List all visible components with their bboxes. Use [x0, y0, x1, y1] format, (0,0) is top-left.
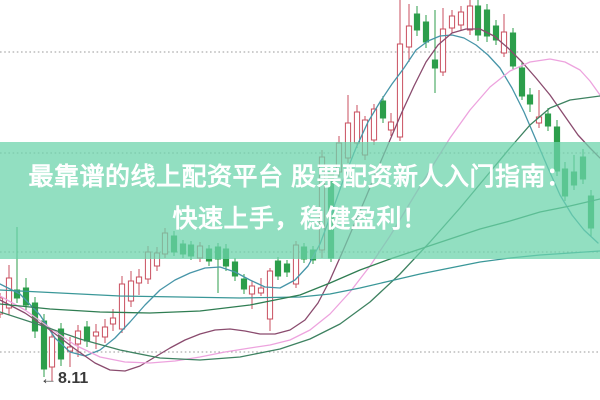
low-price-annotation: ← 8.11	[40, 369, 88, 389]
candle-down	[474, 0, 482, 41]
banner-subheadline: 快速上手，稳健盈利！	[172, 205, 428, 233]
candle-down	[431, 10, 439, 93]
promo-banner	[0, 142, 600, 259]
candle-up	[387, 113, 395, 136]
banner-headline: 最靠谱的线上配资平台 股票配资新人入门指南：	[28, 163, 572, 191]
candle-down	[231, 258, 239, 281]
candle-up	[127, 271, 135, 307]
ma-line-ma-pink	[0, 58, 600, 364]
candle-down	[518, 62, 526, 100]
candle-down	[283, 260, 291, 277]
candle-down	[83, 321, 91, 347]
candle-down	[22, 278, 30, 310]
candle-up	[439, 8, 447, 76]
candle-down	[483, 4, 491, 42]
left-arrow-icon: ←	[40, 369, 57, 388]
candle-up	[257, 278, 265, 296]
candle-up	[457, 6, 465, 30]
candle-up	[101, 319, 109, 343]
candle-up	[448, 10, 456, 33]
candle-up	[92, 324, 100, 349]
candle-up	[535, 90, 543, 128]
candle-down	[492, 20, 500, 45]
candle-up	[266, 268, 274, 331]
ma-line-ma-green-60	[0, 95, 600, 361]
candle-down	[274, 257, 282, 280]
candle-down	[526, 88, 534, 112]
candle-up	[500, 14, 508, 57]
candle-down	[379, 96, 387, 123]
candle-down	[544, 108, 552, 131]
candle-up	[466, 0, 474, 35]
candle-up	[118, 276, 126, 333]
candle-up	[0, 293, 4, 318]
candle-up	[135, 269, 143, 295]
candle-up	[48, 329, 56, 381]
low-price-value: 8.11	[58, 370, 89, 387]
candle-down	[413, 6, 421, 36]
ma-line-ma-mid-maroon	[0, 28, 600, 372]
candle-up	[405, 4, 413, 62]
candle-down	[509, 28, 517, 70]
